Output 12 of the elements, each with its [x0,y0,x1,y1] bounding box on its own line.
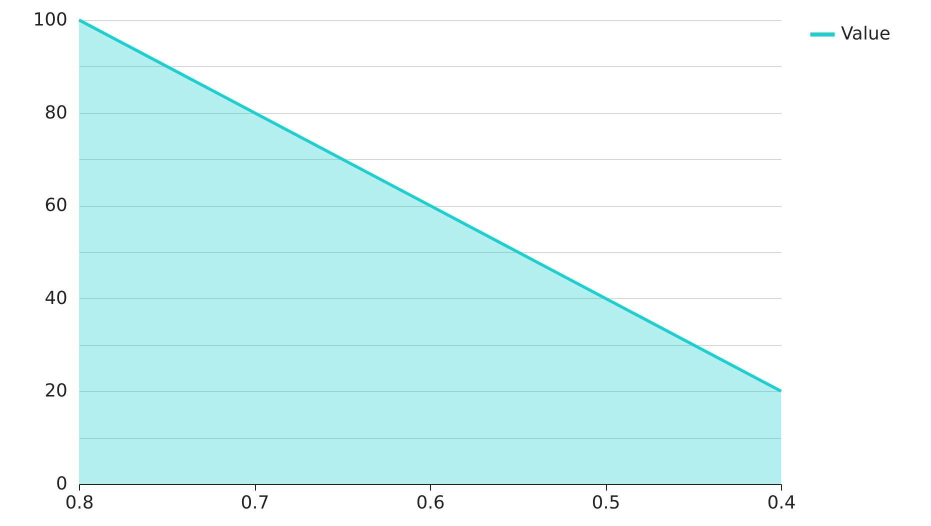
x-tick-label: 0.7 [240,492,270,514]
legend-label: Value [841,24,890,44]
x-tick-label: 0.5 [592,492,620,514]
y-tick-label: 80 [44,102,68,124]
y-tick-label: 60 [44,195,68,216]
x-tick-label: 0.8 [65,492,94,514]
y-tick-label: 0 [56,474,68,494]
y-tick-label: 100 [33,10,68,30]
y-tick-label: 20 [44,380,68,402]
y-tick-label: 40 [44,288,68,309]
x-tick-label: 0.6 [416,492,445,514]
x-tick-label: 0.4 [767,492,796,514]
